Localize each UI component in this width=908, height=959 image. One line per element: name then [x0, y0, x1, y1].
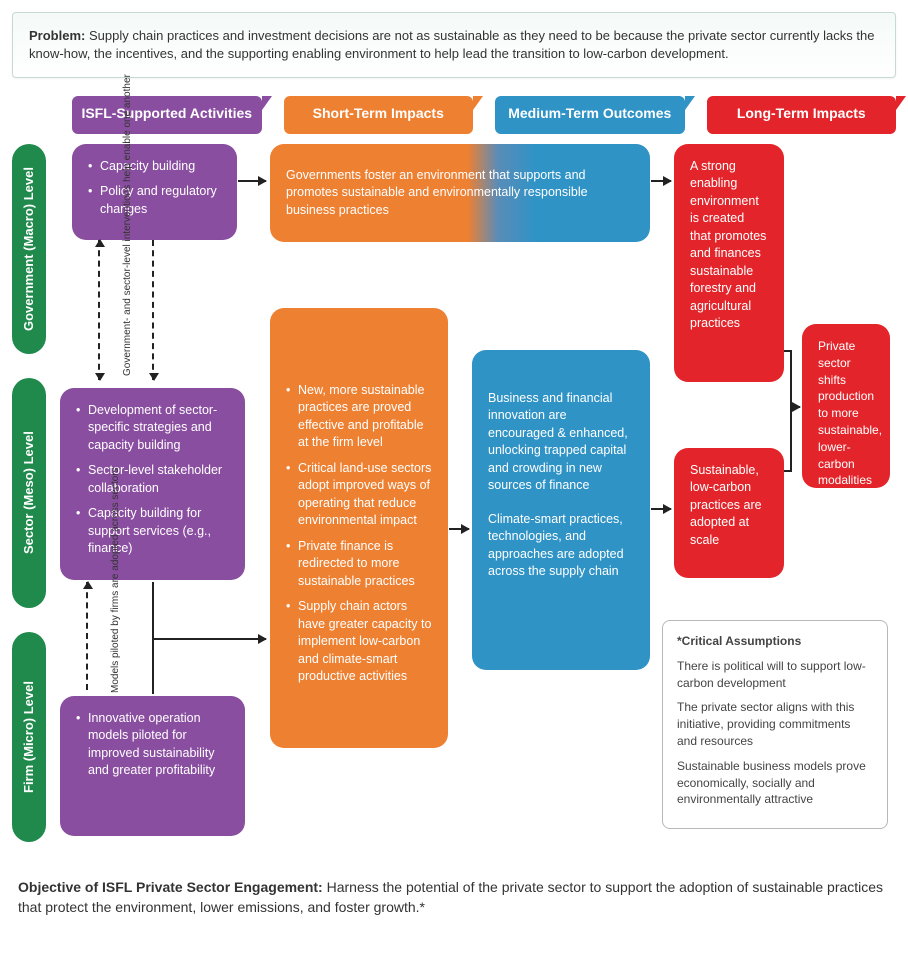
assumption-item: There is political will to support low-c…: [677, 658, 873, 692]
arrow-icon: [790, 406, 800, 408]
impact-long-term-bottom: Sustainable, low-carbon practices are ad…: [674, 448, 784, 578]
level-meso: Sector (Meso) Level: [12, 378, 46, 608]
critical-assumptions: *Critical Assumptions There is political…: [662, 620, 888, 829]
arrow-icon: [152, 638, 266, 640]
header-short-term: Short-Term Impacts: [284, 96, 474, 134]
flow-diagram: Government (Macro) Level Sector (Meso) L…: [12, 140, 896, 860]
list-item: New, more sustainable practices are prov…: [286, 382, 432, 452]
connector-line: [784, 350, 792, 352]
objective-label: Objective of ISFL Private Sector Engagem…: [18, 879, 323, 895]
list-item: Sector-level stakeholder collaboration: [76, 462, 229, 497]
list-item: Policy and regulatory changes: [88, 183, 221, 218]
impact-text: Private sector shifts production to more…: [818, 339, 882, 487]
list-item: Capacity building for support services (…: [76, 505, 229, 558]
impact-text: Sustainable, low-carbon practices are ad…: [690, 463, 762, 547]
arrow-icon: [238, 180, 266, 182]
list-item: Innovative operation models piloted for …: [76, 710, 229, 780]
arrow-icon: [449, 528, 469, 530]
arrow-icon: [651, 180, 671, 182]
activities-macro: Capacity building Policy and regulatory …: [72, 144, 237, 241]
list-item: Supply chain actors have greater capacit…: [286, 598, 432, 686]
objective-statement: Objective of ISFL Private Sector Engagem…: [12, 874, 896, 921]
problem-label: Problem:: [29, 28, 85, 43]
impact-long-term-final: Private sector shifts production to more…: [802, 324, 890, 488]
assumptions-title: *Critical Assumptions: [677, 633, 873, 650]
impact-text: A strong enabling environment is created…: [690, 159, 766, 331]
list-item: Development of sector-specific strategie…: [76, 402, 229, 455]
list-item: Private finance is redirected to more su…: [286, 538, 432, 591]
level-macro: Government (Macro) Level: [12, 144, 46, 354]
arrow-icon: [651, 508, 671, 510]
assumption-item: The private sector aligns with this init…: [677, 699, 873, 749]
assumption-item: Sustainable business models prove econom…: [677, 758, 873, 808]
dashed-caption-bottom: Models piloted by firms are adopted acro…: [90, 584, 140, 692]
activities-micro: Innovative operation models piloted for …: [60, 696, 245, 836]
impact-short-term: New, more sustainable practices are prov…: [270, 308, 448, 748]
problem-text: Supply chain practices and investment de…: [29, 28, 874, 61]
problem-statement: Problem: Supply chain practices and inve…: [12, 12, 896, 78]
dashed-connector-top: [98, 240, 100, 380]
dashed-connector-bottom: [86, 582, 88, 690]
impact-macro: Governments foster an environment that s…: [270, 144, 650, 242]
header-activities: ISFL-Supported Activities: [72, 96, 262, 134]
header-long-term: Long-Term Impacts: [707, 96, 897, 134]
impact-macro-text: Governments foster an environment that s…: [286, 167, 634, 220]
outcome-text: Business and financial innovation are en…: [488, 390, 634, 495]
list-item: Critical land-use sectors adopt improved…: [286, 460, 432, 530]
activities-meso: Development of sector-specific strategie…: [60, 388, 245, 580]
column-headers: ISFL-Supported Activities Short-Term Imp…: [72, 96, 896, 134]
level-micro: Firm (Micro) Level: [12, 632, 46, 842]
outcome-text: Climate-smart practices, technologies, a…: [488, 511, 634, 581]
list-item: Capacity building: [88, 158, 221, 176]
connector-line: [784, 470, 792, 472]
outcome-medium-term: Business and financial innovation are en…: [472, 350, 650, 670]
impact-long-term-top: A strong enabling environment is created…: [674, 144, 784, 382]
header-medium-term: Medium-Term Outcomes: [495, 96, 685, 134]
dashed-caption-top: Government- and sector-level interventio…: [102, 248, 154, 376]
